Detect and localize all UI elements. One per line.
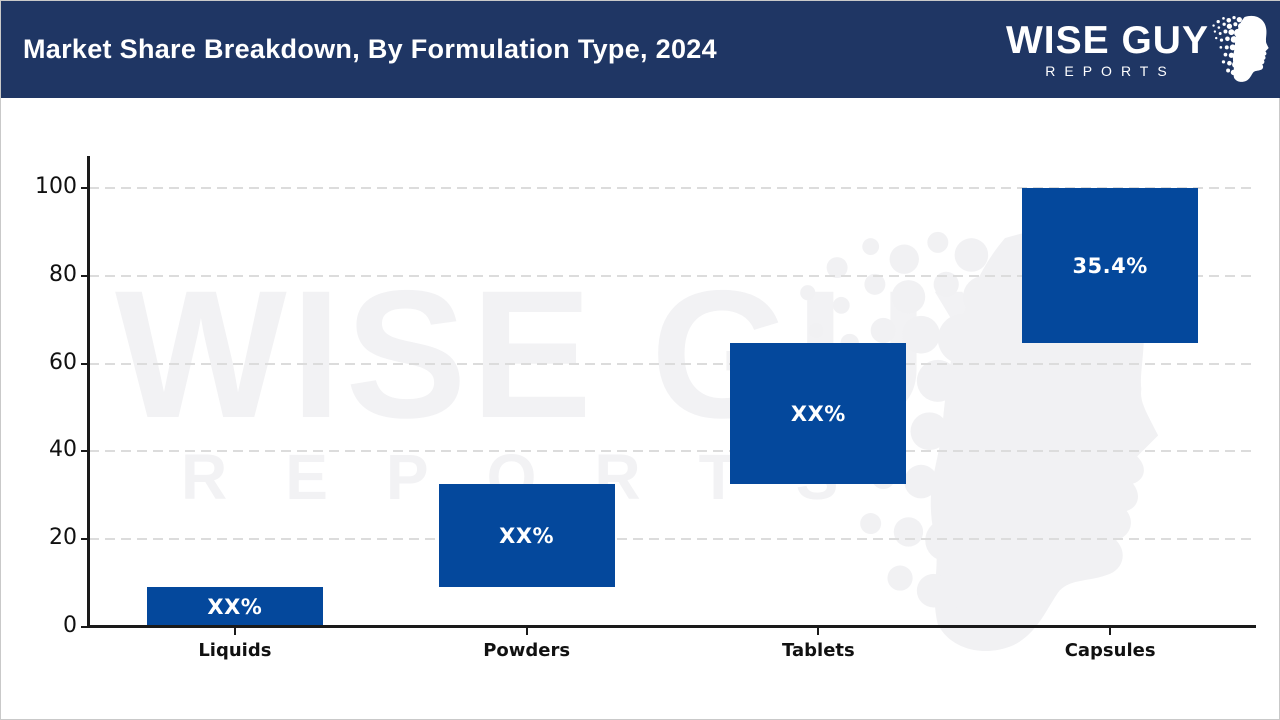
y-tick xyxy=(81,538,88,541)
header: Market Share Breakdown, By Formulation T… xyxy=(1,1,1280,98)
y-tick-label: 20 xyxy=(49,525,77,551)
x-category-label: Capsules xyxy=(1064,640,1156,661)
grid-line xyxy=(89,362,1256,365)
logo-text: WISE GUY REPORTS xyxy=(1006,21,1209,78)
bar-value-label: XX% xyxy=(207,595,263,620)
bar-liquids: XX% xyxy=(146,587,323,627)
x-tick xyxy=(233,628,236,635)
grid-line xyxy=(89,274,1256,277)
grid-line xyxy=(89,450,1256,453)
y-tick-label: 100 xyxy=(35,174,77,199)
x-category-label: Liquids xyxy=(198,640,272,661)
x-axis-line xyxy=(87,625,1256,628)
wiseguy-face-icon xyxy=(1205,13,1271,87)
y-tick xyxy=(81,450,88,453)
page-title: Market Share Breakdown, By Formulation T… xyxy=(23,34,717,64)
grid-line xyxy=(89,187,1256,189)
logo-reports-label: REPORTS xyxy=(1045,63,1176,79)
bar-value-label: 35.4% xyxy=(1072,253,1148,278)
x-category-label: Powders xyxy=(483,640,571,661)
x-tick xyxy=(817,628,820,635)
grid-line xyxy=(89,538,1256,541)
bar-powders: XX% xyxy=(438,484,615,588)
logo-wiseguy-label: WISE GUY xyxy=(1005,19,1209,62)
x-tick xyxy=(525,628,528,635)
y-tick xyxy=(81,362,88,365)
y-axis-line xyxy=(87,156,90,628)
x-tick xyxy=(1109,628,1112,635)
wiseguy-logo: WISE GUY REPORTS xyxy=(1006,13,1271,87)
y-tick xyxy=(81,626,88,628)
y-tick xyxy=(81,187,88,189)
bar-value-label: XX% xyxy=(790,401,846,426)
y-tick-label: 80 xyxy=(49,261,77,287)
y-tick-label: 60 xyxy=(49,349,77,375)
bar-tablets: XX% xyxy=(730,343,907,485)
y-tick-label: 0 xyxy=(63,613,77,638)
bar-capsules: 35.4% xyxy=(1022,188,1199,344)
x-category-label: Tablets xyxy=(782,640,855,661)
bar-value-label: XX% xyxy=(499,523,555,548)
y-tick xyxy=(81,274,88,277)
y-tick-label: 40 xyxy=(49,437,77,463)
